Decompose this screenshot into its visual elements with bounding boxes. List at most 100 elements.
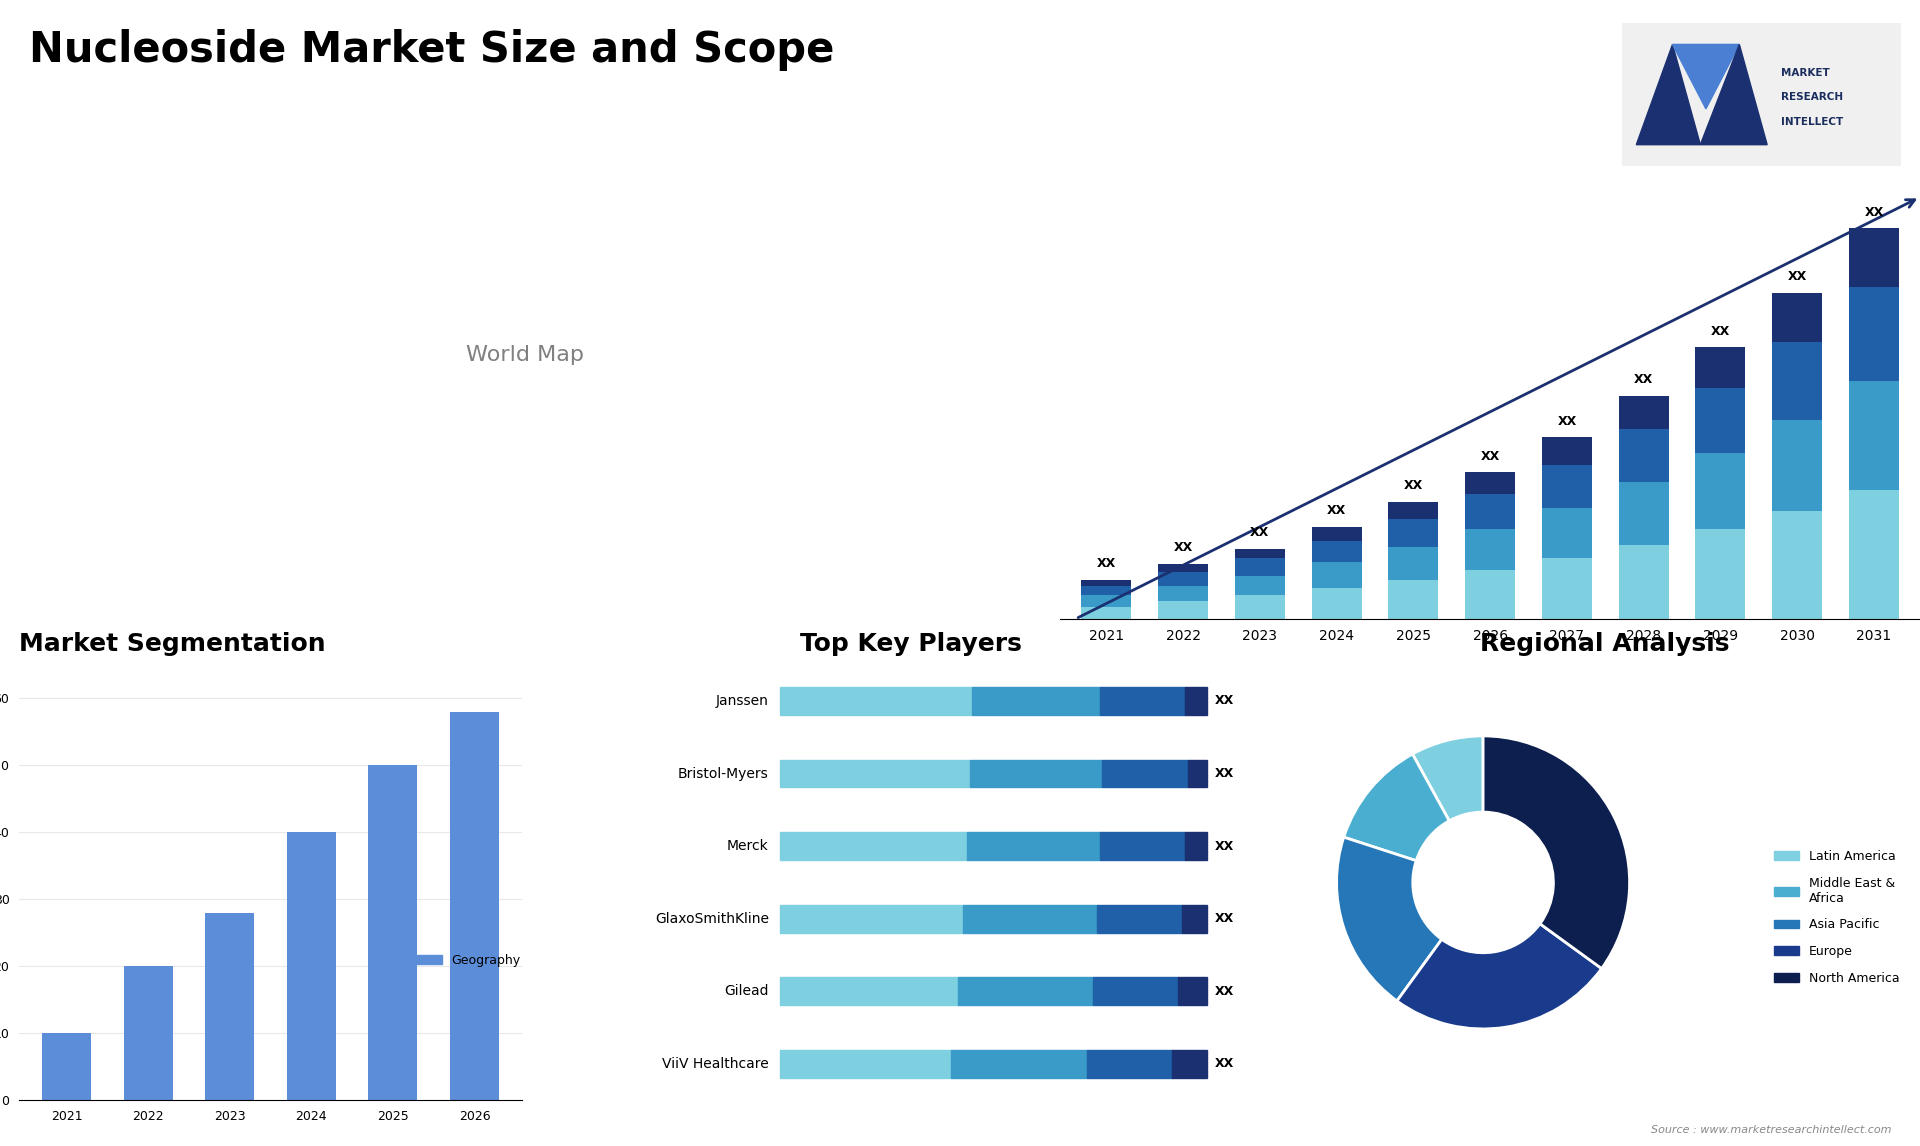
Bar <box>1311 588 1361 619</box>
Wedge shape <box>1482 736 1630 968</box>
Bar <box>780 688 972 715</box>
Bar <box>1465 529 1515 570</box>
Bar <box>1092 978 1179 1005</box>
Bar <box>205 912 253 1100</box>
Text: INTELLECT: INTELLECT <box>1782 117 1843 127</box>
Bar <box>1542 438 1592 464</box>
Text: Market Segmentation: Market Segmentation <box>19 631 326 656</box>
Bar <box>780 760 970 787</box>
Bar <box>1081 586 1131 596</box>
Text: XX: XX <box>1634 374 1653 386</box>
Bar <box>1081 580 1131 586</box>
Bar <box>780 978 958 1005</box>
Bar <box>1849 286 1899 380</box>
Text: Merck: Merck <box>728 839 768 853</box>
Bar <box>1772 419 1822 511</box>
Bar <box>1465 570 1515 619</box>
Bar <box>1619 482 1668 544</box>
Bar <box>1311 541 1361 563</box>
Wedge shape <box>1344 754 1450 861</box>
Text: XX: XX <box>1404 479 1423 492</box>
Bar <box>1173 1050 1206 1077</box>
Title: Regional Analysis: Regional Analysis <box>1480 631 1730 656</box>
Bar <box>369 766 417 1100</box>
Text: Bristol-Myers: Bristol-Myers <box>678 767 768 780</box>
Bar <box>958 978 1092 1005</box>
Bar <box>1235 549 1284 558</box>
Text: GlaxoSmithKline: GlaxoSmithKline <box>655 912 768 926</box>
Text: XX: XX <box>1327 504 1346 517</box>
Bar <box>449 712 499 1100</box>
Bar <box>1311 563 1361 588</box>
Legend: Geography: Geography <box>411 949 526 972</box>
Bar <box>1772 511 1822 619</box>
Bar <box>1158 602 1208 619</box>
Bar <box>1102 760 1188 787</box>
Bar <box>1183 905 1206 933</box>
Text: XX: XX <box>1173 541 1192 555</box>
Text: XX: XX <box>1788 270 1807 283</box>
Bar <box>1619 544 1668 619</box>
Text: XX: XX <box>1215 984 1235 998</box>
Bar <box>1096 905 1183 933</box>
Bar <box>780 832 968 860</box>
Bar <box>1849 490 1899 619</box>
Bar <box>1185 688 1206 715</box>
Bar <box>1619 430 1668 482</box>
Text: XX: XX <box>1250 526 1269 539</box>
Text: XX: XX <box>1864 205 1884 219</box>
Bar <box>286 832 336 1100</box>
Bar <box>1158 564 1208 572</box>
Bar <box>970 760 1102 787</box>
Bar <box>968 832 1100 860</box>
Wedge shape <box>1413 736 1482 821</box>
Bar <box>1388 519 1438 547</box>
Text: XX: XX <box>1480 449 1500 463</box>
Bar <box>950 1050 1087 1077</box>
Text: XX: XX <box>1215 1058 1235 1070</box>
Text: XX: XX <box>1096 557 1116 570</box>
Bar <box>1100 832 1185 860</box>
Bar <box>1465 494 1515 529</box>
Text: XX: XX <box>1215 767 1235 780</box>
Bar <box>1235 558 1284 576</box>
Bar <box>1542 464 1592 508</box>
Polygon shape <box>1672 45 1740 109</box>
Bar <box>1849 380 1899 490</box>
Bar <box>972 688 1100 715</box>
Bar <box>1388 547 1438 580</box>
Bar <box>42 1034 90 1100</box>
Bar <box>1081 607 1131 619</box>
Text: XX: XX <box>1215 840 1235 853</box>
Bar <box>1185 832 1206 860</box>
Bar <box>1188 760 1206 787</box>
Bar <box>1235 596 1284 619</box>
Polygon shape <box>1636 45 1701 144</box>
Text: XX: XX <box>1711 324 1730 338</box>
Bar <box>1619 397 1668 430</box>
Text: XX: XX <box>1215 694 1235 707</box>
Text: Nucleoside Market Size and Scope: Nucleoside Market Size and Scope <box>29 29 833 71</box>
Bar <box>1087 1050 1173 1077</box>
Bar <box>1158 586 1208 602</box>
Bar <box>780 1050 950 1077</box>
Text: XX: XX <box>1557 415 1576 427</box>
Text: RESEARCH: RESEARCH <box>1782 93 1843 102</box>
Text: MARKET: MARKET <box>1782 68 1830 78</box>
Text: Source : www.marketresearchintellect.com: Source : www.marketresearchintellect.com <box>1651 1124 1891 1135</box>
Text: XX: XX <box>1215 912 1235 925</box>
Wedge shape <box>1398 924 1601 1029</box>
Bar <box>964 905 1096 933</box>
Bar <box>1388 502 1438 519</box>
Bar <box>1311 527 1361 541</box>
Text: World Map: World Map <box>467 345 584 366</box>
Bar <box>1465 472 1515 494</box>
Text: Gilead: Gilead <box>724 984 768 998</box>
Bar <box>1542 508 1592 558</box>
Bar <box>1179 978 1206 1005</box>
Bar <box>1100 688 1185 715</box>
Legend: Latin America, Middle East &
Africa, Asia Pacific, Europe, North America: Latin America, Middle East & Africa, Asi… <box>1768 845 1905 990</box>
Bar <box>1542 558 1592 619</box>
Bar <box>1849 228 1899 286</box>
Bar <box>1695 529 1745 619</box>
